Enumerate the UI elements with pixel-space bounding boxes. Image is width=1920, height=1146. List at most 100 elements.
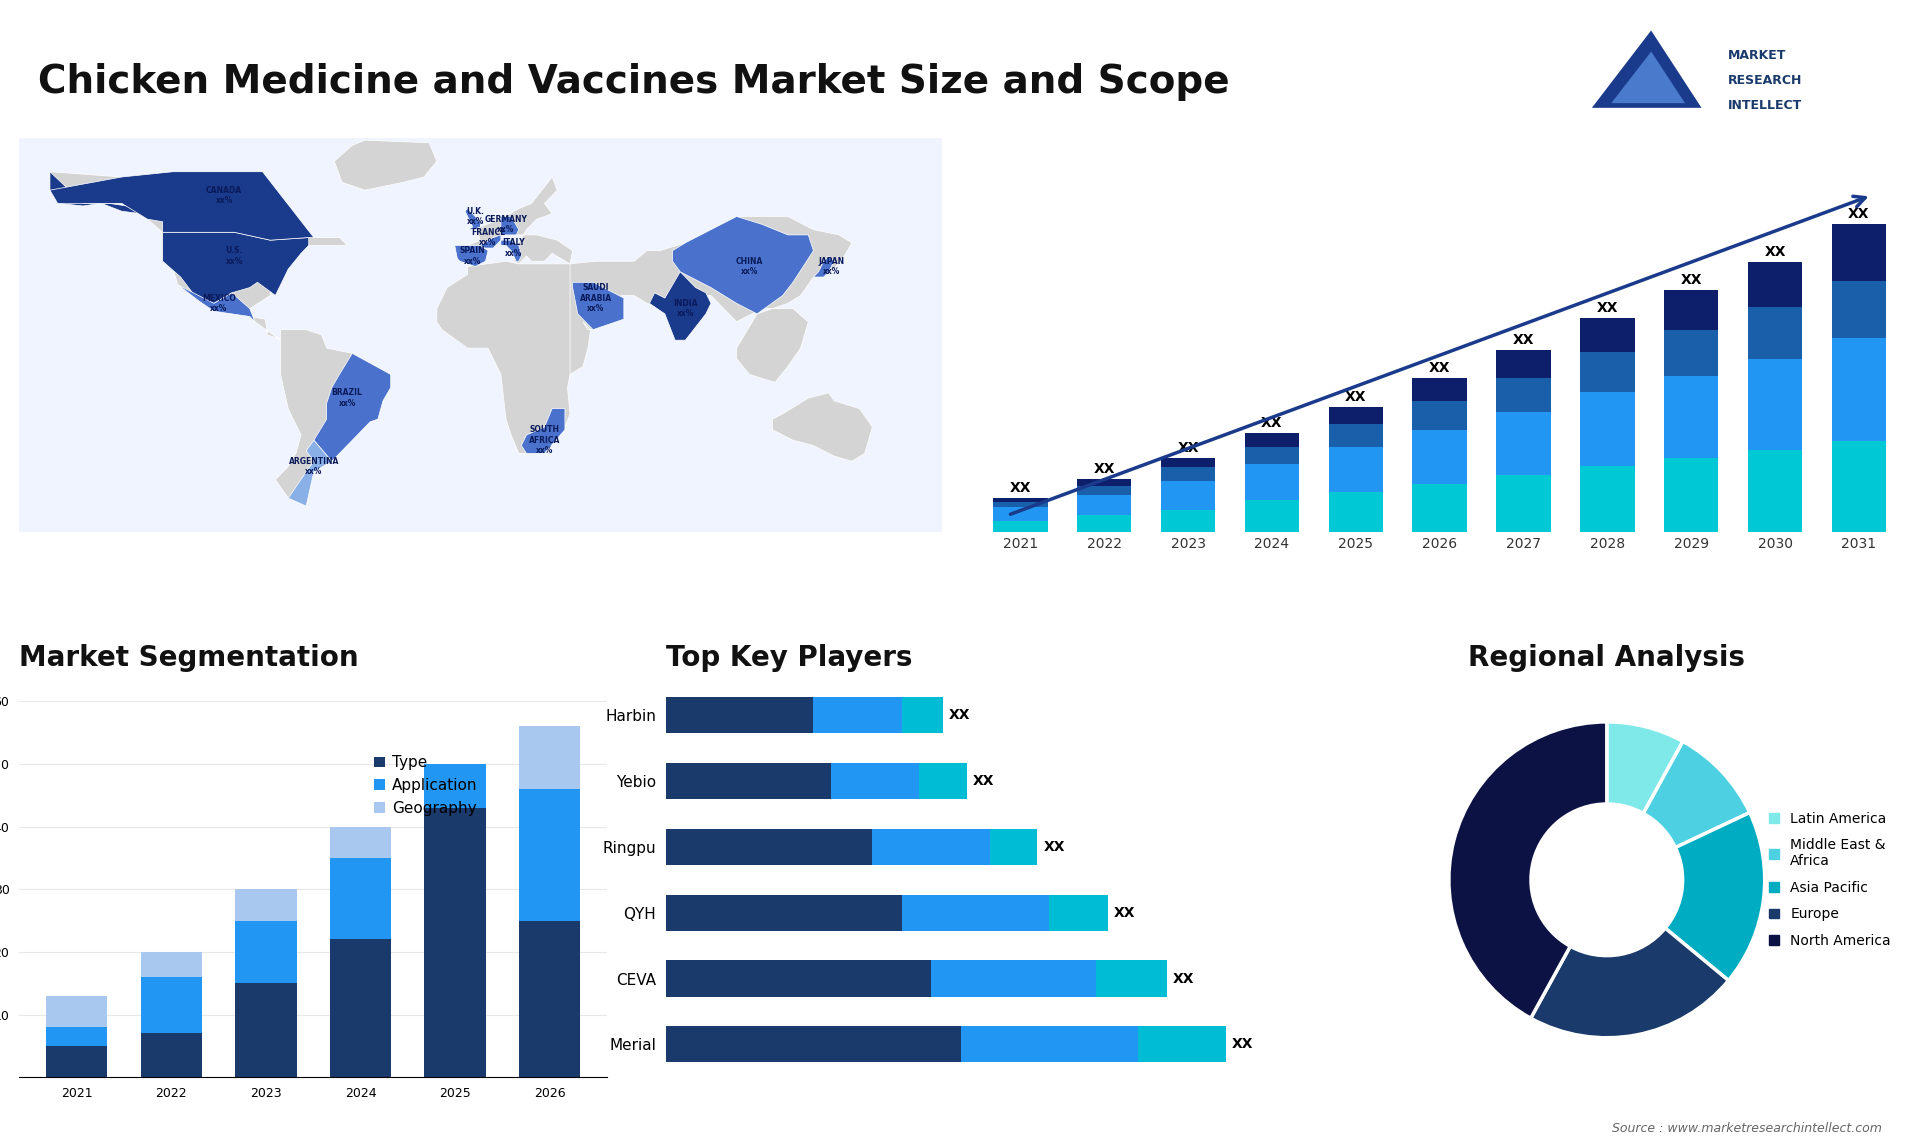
Text: JAPAN
xx%: JAPAN xx% <box>818 257 845 276</box>
Bar <box>1244 433 1300 447</box>
Polygon shape <box>572 282 624 330</box>
Text: XX: XX <box>973 774 995 788</box>
Bar <box>1096 960 1167 997</box>
Text: CHINA
xx%: CHINA xx% <box>735 257 762 276</box>
Bar <box>1413 378 1467 401</box>
Polygon shape <box>814 256 833 277</box>
Polygon shape <box>313 353 390 462</box>
Wedge shape <box>1665 813 1764 981</box>
Text: XX: XX <box>1849 207 1870 221</box>
Bar <box>666 1026 960 1062</box>
Text: Chicken Medicine and Vaccines Market Size and Scope: Chicken Medicine and Vaccines Market Siz… <box>38 63 1231 101</box>
Bar <box>1162 481 1215 510</box>
Bar <box>1162 468 1215 481</box>
Bar <box>1496 476 1551 533</box>
Bar <box>1580 317 1634 352</box>
Bar <box>1413 430 1467 485</box>
Text: XX: XX <box>1233 1037 1254 1051</box>
Polygon shape <box>50 172 313 241</box>
Bar <box>46 1027 108 1046</box>
Polygon shape <box>179 285 255 322</box>
Text: Market Segmentation: Market Segmentation <box>19 644 359 672</box>
Bar <box>1329 493 1382 533</box>
Bar <box>1665 376 1718 458</box>
Polygon shape <box>50 172 148 214</box>
Text: U.S.
xx%: U.S. xx% <box>227 246 244 266</box>
Bar <box>666 697 814 733</box>
Bar <box>666 895 902 931</box>
Bar <box>1832 281 1885 338</box>
Text: FRANCE
xx%: FRANCE xx% <box>470 228 505 248</box>
Text: CANADA
xx%: CANADA xx% <box>205 186 242 205</box>
Bar <box>993 499 1048 502</box>
Bar <box>666 960 931 997</box>
Text: XX: XX <box>1428 361 1450 375</box>
Bar <box>1077 516 1131 533</box>
Text: XX: XX <box>1177 441 1198 455</box>
Bar <box>234 983 298 1077</box>
Bar <box>666 763 831 799</box>
Bar <box>518 727 580 788</box>
Bar <box>1747 261 1803 307</box>
Bar <box>1244 447 1300 464</box>
Bar <box>814 697 902 733</box>
Bar <box>1162 458 1215 468</box>
Text: GERMANY
xx%: GERMANY xx% <box>484 214 528 234</box>
Text: BRAZIL
xx%: BRAZIL xx% <box>332 388 363 408</box>
Text: XX: XX <box>1173 972 1194 986</box>
Text: XX: XX <box>1597 300 1619 315</box>
Text: XX: XX <box>1114 905 1135 920</box>
Polygon shape <box>288 440 332 507</box>
Bar <box>1580 466 1634 533</box>
Bar <box>1665 458 1718 533</box>
Bar <box>1832 338 1885 441</box>
Wedge shape <box>1607 722 1684 814</box>
Text: XX: XX <box>948 708 970 722</box>
Bar <box>1832 223 1885 281</box>
Bar <box>1580 352 1634 392</box>
Polygon shape <box>1611 52 1686 103</box>
Polygon shape <box>468 235 501 248</box>
Bar <box>1747 359 1803 450</box>
Polygon shape <box>501 217 518 235</box>
Text: ARGENTINA
xx%: ARGENTINA xx% <box>288 457 340 477</box>
Bar <box>1496 350 1551 378</box>
Bar <box>46 996 108 1027</box>
Bar <box>1665 330 1718 376</box>
Text: ITALY
xx%: ITALY xx% <box>503 238 524 258</box>
Bar <box>1329 424 1382 447</box>
Bar <box>234 920 298 983</box>
Bar <box>518 788 580 920</box>
Text: XX: XX <box>1094 462 1116 476</box>
Bar <box>1077 486 1131 495</box>
Bar <box>831 763 920 799</box>
Bar <box>1413 401 1467 430</box>
Title: Regional Analysis: Regional Analysis <box>1469 644 1745 672</box>
Text: Source : www.marketresearchintellect.com: Source : www.marketresearchintellect.com <box>1611 1122 1882 1135</box>
Bar <box>518 920 580 1077</box>
Bar <box>46 1046 108 1077</box>
Bar <box>960 1026 1137 1062</box>
Text: XX: XX <box>1010 481 1031 495</box>
Text: SOUTH
AFRICA
xx%: SOUTH AFRICA xx% <box>528 425 561 455</box>
Bar <box>1137 1026 1227 1062</box>
Text: U.K.
xx%: U.K. xx% <box>467 206 484 226</box>
Bar <box>1413 485 1467 533</box>
Bar <box>1496 378 1551 413</box>
Bar <box>991 829 1037 865</box>
Text: RESEARCH: RESEARCH <box>1728 73 1803 87</box>
Bar <box>993 521 1048 533</box>
Polygon shape <box>163 233 309 304</box>
Polygon shape <box>465 209 480 229</box>
Text: XX: XX <box>1764 245 1786 259</box>
Polygon shape <box>570 217 852 383</box>
Bar <box>902 697 943 733</box>
Bar <box>140 952 202 976</box>
Text: SAUDI
ARABIA
xx%: SAUDI ARABIA xx% <box>580 283 612 313</box>
Polygon shape <box>501 241 522 261</box>
Bar <box>931 960 1096 997</box>
Bar <box>424 764 486 808</box>
Polygon shape <box>649 272 710 340</box>
Bar <box>1162 510 1215 533</box>
Bar <box>993 508 1048 521</box>
